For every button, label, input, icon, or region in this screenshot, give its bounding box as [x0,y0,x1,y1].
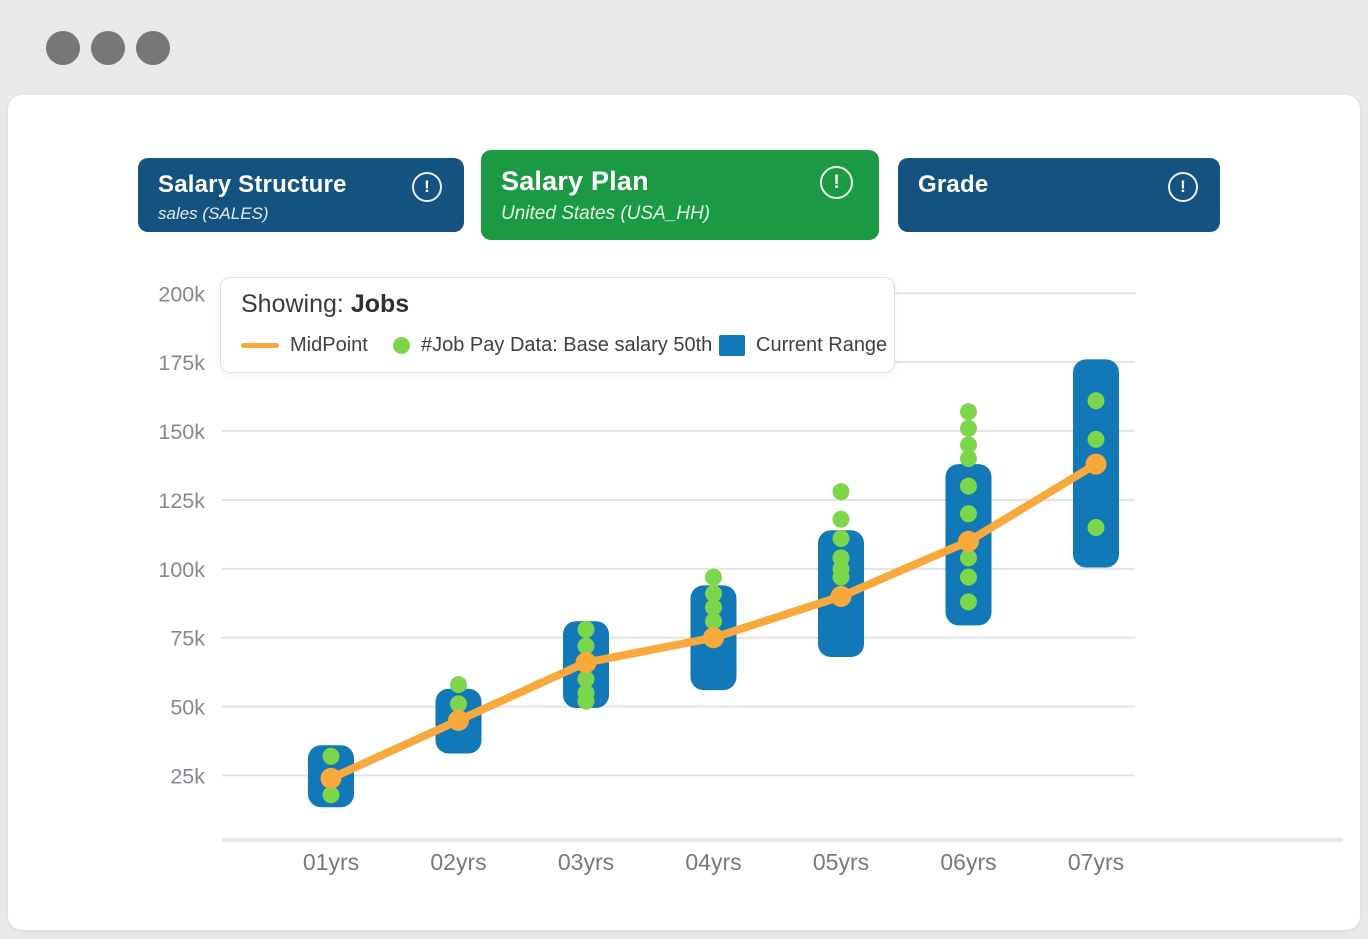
showing-prefix: Showing: [241,290,344,318]
pay-data-point[interactable] [832,568,850,586]
pay-data-point[interactable] [450,695,467,713]
midpoint-line-swatch-icon [241,342,279,348]
card-subtitle: sales (SALES) [158,204,269,223]
y-tick-label: 50k [170,696,205,720]
pay-data-point[interactable] [705,612,722,630]
x-tick-label: 07yrs [1068,849,1124,875]
window-titlebar [0,0,1368,95]
filter-card-salary-structure[interactable]: Salary Structure sales (SALES) ! [138,158,464,232]
chart-legend: Showing: Jobs MidPoint #Job Pay Data: Ba… [220,277,895,373]
card-subtitle: United States (USA_HH) [501,203,711,224]
pay-data-point[interactable] [322,786,340,804]
pay-data-point[interactable] [450,676,467,694]
y-tick-label: 175k [158,351,205,375]
pay-data-point[interactable] [960,505,977,523]
x-tick-label: 04yrs [685,849,741,875]
pay-data-point[interactable] [960,568,977,586]
card-title: Grade [918,171,989,198]
alert-circle-icon[interactable]: ! [412,172,442,202]
pay-data-point[interactable] [832,530,850,548]
alert-circle-icon[interactable]: ! [820,166,853,199]
y-tick-label: 75k [170,627,205,651]
pay-data-point[interactable] [577,637,595,655]
pay-data-point[interactable] [832,510,850,528]
y-tick-label: 150k [158,420,205,444]
pay-data-point[interactable] [1087,430,1105,448]
pay-data-point[interactable] [577,692,595,710]
card-title: Salary Plan [501,166,649,196]
legend-label: Current Range [756,333,888,356]
pay-data-point[interactable] [960,549,977,567]
x-tick-label: 01yrs [303,849,359,875]
pay-data-point[interactable] [705,598,722,616]
midpoint-marker[interactable] [958,530,979,552]
x-tick-label: 05yrs [813,849,869,875]
y-tick-label: 100k [158,558,205,582]
midpoint-marker[interactable] [1085,453,1107,475]
midpoint-marker[interactable] [320,767,342,789]
filter-card-salary-plan[interactable]: Salary Plan United States (USA_HH) ! [481,150,879,240]
pay-data-point[interactable] [322,747,340,765]
pay-data-point[interactable] [705,568,722,586]
window-dot-icon[interactable] [91,30,125,65]
pay-data-point[interactable] [705,585,722,603]
pay-data-point[interactable] [1087,392,1105,410]
midpoint-marker[interactable] [830,585,852,607]
pay-data-point[interactable] [960,436,977,454]
y-tick-label: 125k [158,489,205,513]
pay-data-point[interactable] [960,419,977,437]
alert-circle-icon[interactable]: ! [1168,172,1198,202]
showing-label: Showing: Jobs [241,290,409,319]
legend-label: #Job Pay Data: Base salary 50th [421,333,713,356]
current-range-swatch-icon [719,334,745,356]
x-tick-label: 02yrs [430,849,486,875]
filter-card-grade[interactable]: Grade ! [898,158,1220,232]
legend-item-midpoint[interactable]: MidPoint [241,334,368,356]
content-panel: Salary Structure sales (SALES) ! Salary … [8,95,1360,930]
y-tick-label: 200k [158,282,205,306]
pay-data-point[interactable] [960,450,977,468]
pay-data-point[interactable] [960,593,977,611]
legend-label: MidPoint [290,333,368,356]
window-dot-icon[interactable] [46,30,80,65]
pay-data-point[interactable] [577,620,595,638]
salary-chart[interactable]: 25k 50k 75k 100k 125k 150k 175k 200k 01yrs 02yrs 0… [8,95,1360,930]
y-tick-label: 25k [170,765,205,789]
x-tick-label: 03yrs [558,849,614,875]
card-title: Salary Structure [158,171,347,198]
legend-item-pay-data[interactable]: #Job Pay Data: Base salary 50th [393,334,712,356]
midpoint-marker[interactable] [703,627,724,649]
midpoint-marker[interactable] [575,652,597,674]
legend-item-current-range[interactable]: Current Range [719,334,887,356]
pay-data-point[interactable] [577,670,595,688]
pay-data-point[interactable] [832,483,850,501]
midpoint-marker[interactable] [448,709,469,731]
x-tick-label: 06yrs [940,849,996,875]
pay-data-point[interactable] [960,477,977,495]
window-dot-icon[interactable] [136,30,170,65]
showing-value: Jobs [350,290,410,318]
pay-data-point[interactable] [1087,519,1105,537]
pay-data-dot-swatch-icon [393,336,410,354]
pay-data-point[interactable] [960,403,977,421]
